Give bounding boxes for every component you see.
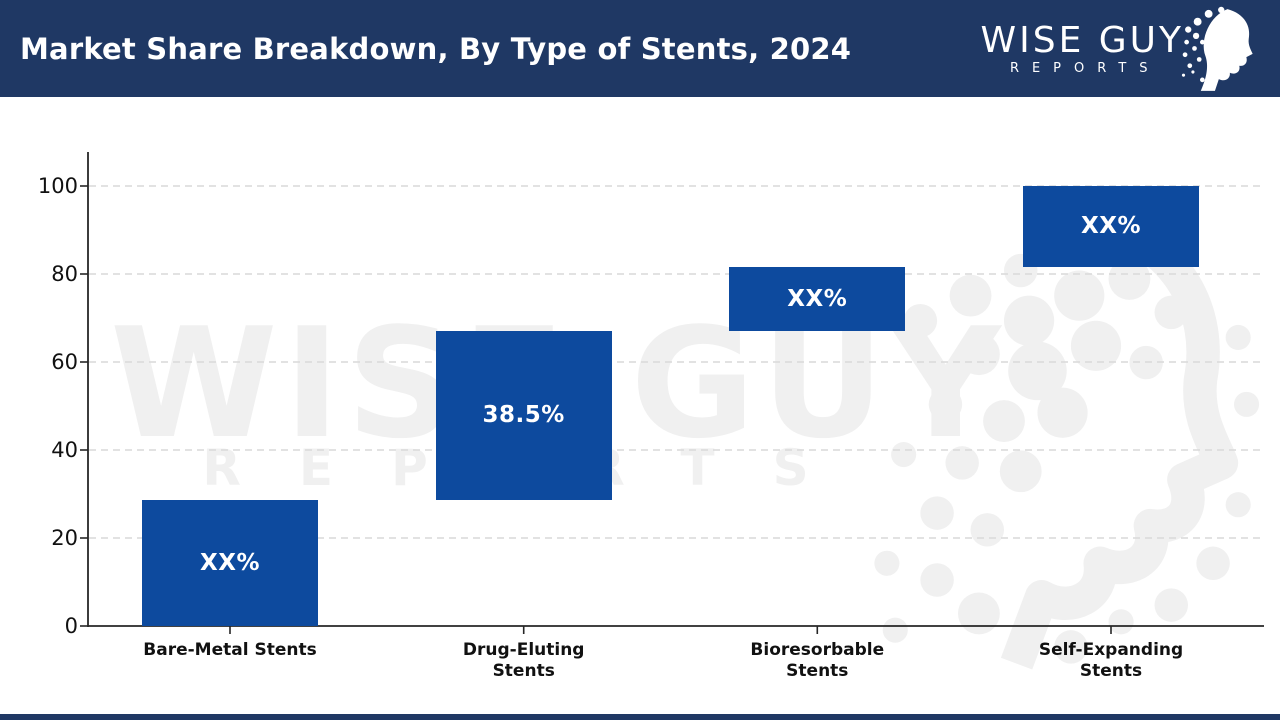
bar: XX% bbox=[142, 500, 318, 626]
y-tick-label: 100 bbox=[37, 174, 78, 198]
bar-value-label: 38.5% bbox=[482, 402, 565, 429]
bar-value-label: XX% bbox=[199, 550, 260, 577]
page-title: Market Share Breakdown, By Type of Stent… bbox=[20, 31, 852, 66]
x-category-label: Self-Expanding Stents bbox=[1038, 640, 1184, 681]
y-tick-label: 40 bbox=[51, 438, 78, 462]
y-tick-label: 20 bbox=[51, 526, 78, 550]
x-category-label: Bare-Metal Stents bbox=[143, 640, 317, 660]
x-category-label: Bioresorbable Stents bbox=[750, 640, 885, 681]
bar: XX% bbox=[729, 266, 906, 331]
logo-line1: WISE GUY bbox=[980, 19, 1184, 61]
wise-guy-logo: WISE GUY REPORTS bbox=[981, 4, 1267, 94]
footer-bar bbox=[0, 714, 1280, 720]
logo-head-icon bbox=[1181, 6, 1253, 91]
bar-value-label: XX% bbox=[1080, 213, 1141, 240]
logo-line2: REPORTS bbox=[1009, 60, 1161, 76]
y-tick-label: 0 bbox=[64, 614, 78, 638]
bar: XX% bbox=[1023, 186, 1199, 267]
bar: 38.5% bbox=[435, 330, 612, 501]
x-category-label: Drug-Eluting Stents bbox=[462, 640, 585, 681]
header-bar: Market Share Breakdown, By Type of Stent… bbox=[0, 0, 1280, 97]
y-tick-label: 60 bbox=[51, 350, 78, 374]
bar-value-label: XX% bbox=[787, 285, 848, 312]
y-tick-label: 80 bbox=[51, 262, 78, 286]
logo-wordmark: WISE GUY REPORTS bbox=[980, 19, 1185, 76]
